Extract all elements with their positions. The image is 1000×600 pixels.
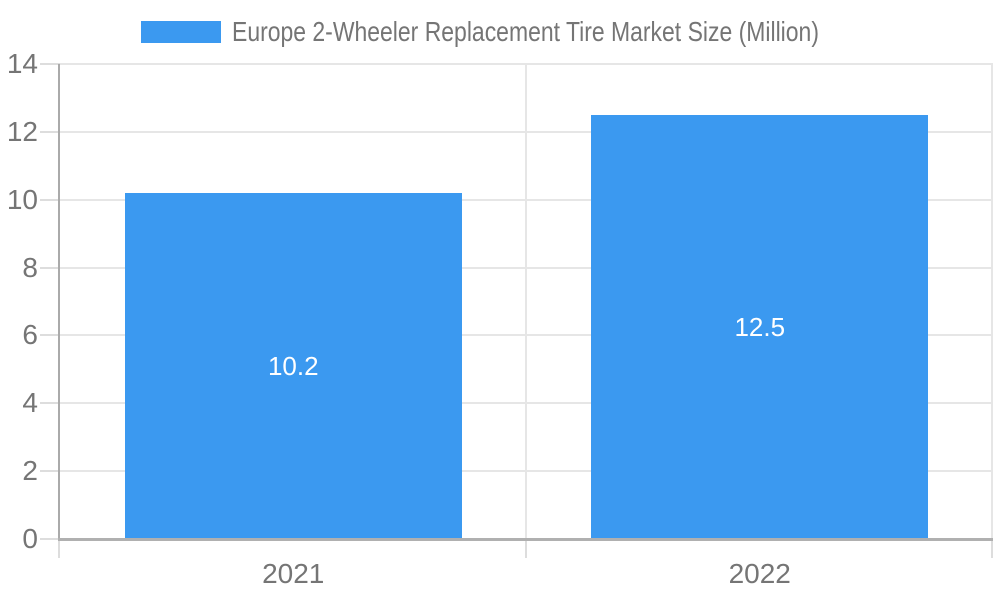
legend-swatch-icon: [141, 21, 221, 43]
gridline-horizontal: [60, 63, 993, 65]
y-axis-label: 6: [22, 319, 38, 351]
gridline-vertical: [991, 64, 993, 539]
x-axis-label: 2021: [262, 558, 325, 589]
gridline-horizontal: [60, 130, 993, 133]
x-axis-line: [58, 538, 993, 541]
y-axis-line: [58, 64, 60, 541]
chart-legend: Europe 2-Wheeler Replacement Tire Market…: [0, 0, 1000, 56]
y-axis-tick: [40, 63, 60, 65]
x-axis-label: 2022: [728, 558, 791, 589]
y-axis-label: 8: [22, 251, 38, 283]
gridline-horizontal: [60, 266, 993, 269]
y-axis-label: 10: [6, 183, 38, 215]
gridline-horizontal: [60, 198, 993, 201]
y-axis-tick: [40, 198, 60, 201]
gridline-horizontal: [60, 470, 993, 473]
y-axis-label: 2: [22, 455, 38, 487]
y-axis-label: 14: [6, 48, 38, 79]
x-axis-tick: [58, 541, 60, 558]
y-axis-tick: [40, 538, 60, 540]
gridline-horizontal: [60, 402, 993, 405]
y-axis-label: 4: [22, 387, 38, 419]
y-axis-tick: [40, 402, 60, 405]
gridline-horizontal: [60, 334, 993, 337]
gridline-vertical: [524, 64, 527, 539]
y-axis-tick: [40, 470, 60, 473]
bar-2021[interactable]: [124, 192, 462, 539]
y-axis-tick: [40, 266, 60, 269]
x-axis-tick: [991, 541, 993, 558]
y-axis-tick: [40, 130, 60, 133]
y-axis-label: 0: [22, 523, 38, 554]
y-axis-label: 12: [6, 115, 38, 147]
bar-2022[interactable]: [591, 114, 929, 539]
y-axis-tick: [40, 334, 60, 337]
bar-value-label: 12.5: [734, 311, 786, 342]
bar-value-label: 10.2: [267, 350, 319, 381]
legend-label: Europe 2-Wheeler Replacement Tire Market…: [232, 16, 819, 47]
x-axis-tick: [524, 541, 527, 558]
